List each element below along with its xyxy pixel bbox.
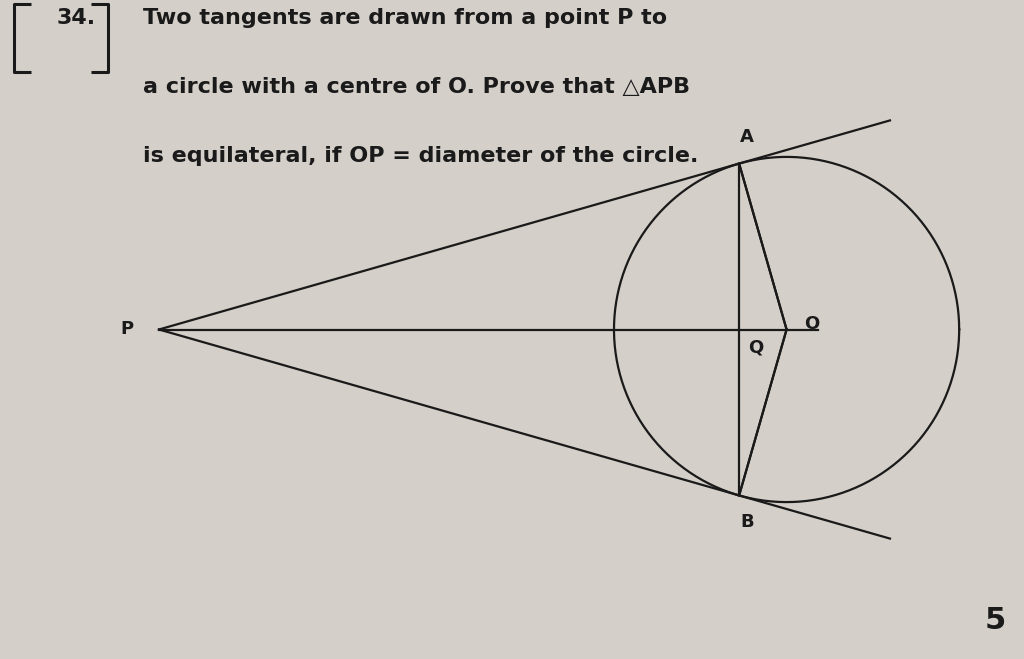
Text: A: A — [740, 129, 754, 146]
Text: B: B — [740, 513, 754, 530]
Text: Two tangents are drawn from a point P to: Two tangents are drawn from a point P to — [143, 8, 668, 28]
Text: P: P — [120, 320, 133, 339]
Text: 5: 5 — [985, 606, 1007, 635]
Text: is equilateral, if OP = diameter of the circle.: is equilateral, if OP = diameter of the … — [143, 146, 698, 166]
Text: 34.: 34. — [57, 8, 96, 28]
Text: O: O — [804, 315, 819, 333]
Text: Q: Q — [748, 338, 763, 356]
Text: a circle with a centre of O. Prove that △APB: a circle with a centre of O. Prove that … — [143, 77, 690, 97]
